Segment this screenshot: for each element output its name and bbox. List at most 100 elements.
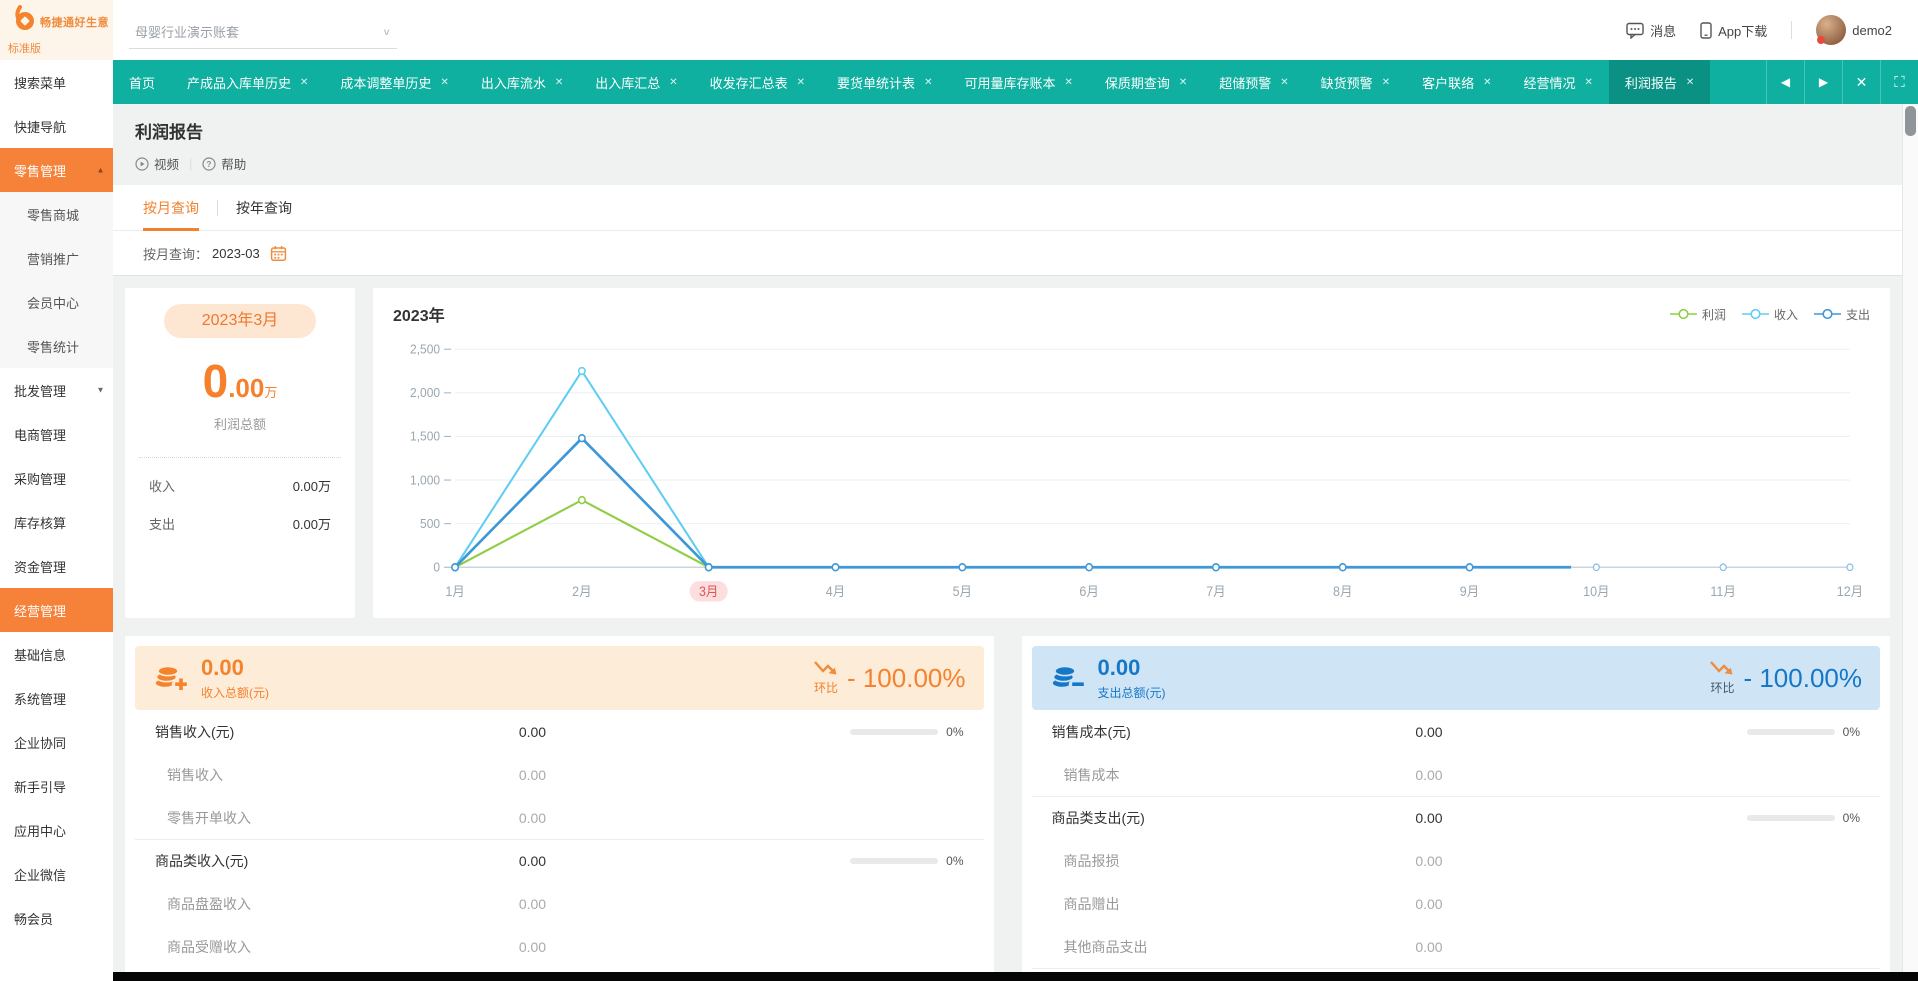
tab-monthly-query[interactable]: 按月查询 bbox=[143, 185, 199, 231]
tab-scroll-right-button[interactable]: ▶ bbox=[1804, 60, 1842, 104]
tab-close-icon[interactable]: ✕ bbox=[924, 76, 933, 88]
chart-title: 2023年 bbox=[393, 308, 445, 325]
user-menu[interactable]: demo2 bbox=[1816, 15, 1892, 45]
sidebar-item[interactable]: 企业微信 bbox=[0, 852, 113, 896]
stat-row-label: 销售成本 bbox=[1063, 766, 1120, 783]
svg-text:0: 0 bbox=[433, 560, 440, 574]
tab-yearly-query[interactable]: 按年查询 bbox=[236, 199, 292, 216]
brand-logo-icon bbox=[15, 5, 34, 30]
sidebar-item[interactable]: 营销推广 bbox=[0, 236, 113, 280]
stat-row: 销售成本 0.00 bbox=[1032, 753, 1881, 796]
sidebar-item[interactable]: 快捷导航 bbox=[0, 104, 113, 148]
sidebar-item[interactable]: 批发管理 ▼ bbox=[0, 368, 113, 412]
sidebar-item[interactable]: 零售管理 ▲ bbox=[0, 148, 113, 192]
tab-close-icon[interactable]: ✕ bbox=[1381, 76, 1391, 88]
date-filter-value[interactable]: 2023-03 bbox=[212, 245, 260, 261]
tab-item[interactable]: 出入库流水 ✕ bbox=[465, 60, 579, 104]
legend-label: 利润 bbox=[1701, 307, 1726, 322]
sidebar-item[interactable]: 会员中心 bbox=[0, 280, 113, 324]
top-bar-main: 母婴行业演示账套 ∨ 消息 App下载 bbox=[113, 0, 1918, 60]
help-link[interactable]: ? 帮助 bbox=[202, 154, 246, 173]
sidebar-item[interactable]: 库存核算 bbox=[0, 500, 113, 544]
tab-item[interactable]: 成本调整单历史 ✕ bbox=[324, 60, 464, 104]
meta-divider: | bbox=[189, 156, 193, 171]
tab-item[interactable]: 客户联络 ✕ bbox=[1406, 60, 1507, 104]
account-dropdown[interactable]: 母婴行业演示账套 ∨ bbox=[129, 15, 397, 49]
expense-total-value: 0.00 bbox=[1097, 655, 1141, 680]
tab-close-icon[interactable]: ✕ bbox=[1584, 76, 1593, 88]
tab-item[interactable]: 经营情况 ✕ bbox=[1507, 60, 1608, 104]
messages-button[interactable]: 消息 bbox=[1626, 21, 1676, 40]
video-link[interactable]: 视频 bbox=[135, 154, 179, 173]
legend-item[interactable]: 收入 bbox=[1741, 306, 1798, 323]
sidebar-item[interactable]: 采购管理 bbox=[0, 456, 113, 500]
income-total-label: 收入总额(元) bbox=[201, 686, 269, 700]
sidebar-item[interactable]: 零售商城 bbox=[0, 192, 113, 236]
tab-close-icon[interactable]: ✕ bbox=[300, 76, 309, 88]
tab-item[interactable]: 保质期查询 ✕ bbox=[1089, 60, 1203, 104]
tab-scroll-left-button[interactable]: ◀ bbox=[1766, 60, 1804, 104]
legend-item[interactable]: 支出 bbox=[1813, 306, 1870, 323]
tab-close-icon[interactable]: ✕ bbox=[1685, 76, 1695, 88]
svg-text:7月: 7月 bbox=[1206, 584, 1225, 599]
fullscreen-button[interactable]: ⛶ bbox=[1880, 60, 1918, 104]
bottom-edge-strip bbox=[113, 972, 1918, 981]
open-tabs: 首页 产成品入库单历史 ✕ 成本调整单历史 ✕ 出入库流水 ✕ 出入库汇总 ✕ 收发存汇总表 ✕ 要货… bbox=[113, 60, 1766, 104]
sidebar-item-label: 搜索菜单 bbox=[14, 75, 67, 91]
sidebar-item[interactable]: 畅会员 bbox=[0, 896, 113, 940]
stat-row: 商品报损 0.00 bbox=[1032, 839, 1881, 882]
tab-label: 保质期查询 bbox=[1104, 75, 1170, 91]
tab-close-icon[interactable]: ✕ bbox=[440, 76, 449, 88]
legend-item[interactable]: 利润 bbox=[1669, 306, 1726, 323]
app-download-button[interactable]: App下载 bbox=[1700, 21, 1767, 40]
tab-label: 首页 bbox=[129, 75, 156, 91]
tab-close-icon[interactable]: ✕ bbox=[669, 76, 678, 88]
tab-item[interactable]: 首页 bbox=[113, 60, 171, 104]
tab-close-icon[interactable]: ✕ bbox=[1483, 76, 1492, 88]
scrollbar-thumb[interactable] bbox=[1905, 106, 1916, 136]
progress: 0% bbox=[850, 854, 964, 868]
sidebar-item[interactable]: 系统管理 bbox=[0, 676, 113, 720]
sidebar-item[interactable]: 零售统计 bbox=[0, 324, 113, 368]
sidebar-item[interactable]: 经营管理 bbox=[0, 588, 113, 632]
sidebar-item[interactable]: 基础信息 bbox=[0, 632, 113, 676]
sidebar-item[interactable]: 企业协同 bbox=[0, 720, 113, 764]
tab-item[interactable]: 出入库汇总 ✕ bbox=[579, 60, 693, 104]
triangle-down-icon: ▼ bbox=[96, 385, 105, 395]
summary-income-row: 收入 0.00万 bbox=[125, 466, 355, 504]
vertical-scrollbar[interactable] bbox=[1902, 104, 1918, 981]
tab-close-icon[interactable]: ✕ bbox=[1064, 76, 1073, 88]
stat-row: 商品类支出(元) 0.00 0% bbox=[1031, 796, 1880, 839]
stat-row-value: 0.00 bbox=[1415, 810, 1443, 826]
sidebar-item[interactable]: 应用中心 bbox=[0, 808, 113, 852]
svg-text:1月: 1月 bbox=[445, 584, 464, 599]
sidebar-item-label: 企业微信 bbox=[14, 867, 67, 883]
video-label: 视频 bbox=[154, 158, 180, 172]
tab-active[interactable]: 利润报告 ✕ bbox=[1608, 60, 1711, 104]
sidebar-item[interactable]: 电商管理 bbox=[0, 412, 113, 456]
income-detail-card: 0.00 收入总额(元) 环比 - 100.00% bbox=[125, 636, 994, 981]
tab-item[interactable]: 缺货预警 ✕ bbox=[1305, 60, 1406, 104]
stat-row-value: 0.00 bbox=[518, 723, 547, 740]
tab-close-icon[interactable]: ✕ bbox=[1178, 76, 1188, 88]
avatar[interactable] bbox=[1816, 15, 1847, 45]
svg-text:8月: 8月 bbox=[1333, 584, 1352, 599]
income-mom-value: - 100.00% bbox=[846, 662, 966, 693]
expense-summary-banner: 0.00 支出总额(元) 环比 - 100.00% bbox=[1031, 646, 1880, 710]
tab-item[interactable]: 超储预警 ✕ bbox=[1203, 60, 1304, 104]
sidebar-item[interactable]: 搜索菜单 bbox=[0, 60, 113, 104]
tab-close-icon[interactable]: ✕ bbox=[1280, 76, 1289, 88]
tab-label: 利润报告 bbox=[1624, 75, 1677, 91]
close-all-tabs-button[interactable]: ✕ bbox=[1842, 60, 1880, 104]
tab-close-icon[interactable]: ✕ bbox=[796, 76, 806, 88]
calendar-icon[interactable] bbox=[270, 245, 287, 262]
tab-item[interactable]: 产成品入库单历史 ✕ bbox=[171, 60, 324, 104]
tab-item[interactable]: 可用量库存账本 ✕ bbox=[948, 60, 1088, 104]
tab-item[interactable]: 要货单统计表 ✕ bbox=[821, 60, 948, 104]
sidebar-item[interactable]: 资金管理 bbox=[0, 544, 113, 588]
app-logo[interactable]: 畅捷通好生意 标准版 bbox=[0, 0, 113, 60]
expense-mom-value: - 100.00% bbox=[1743, 662, 1862, 693]
tab-item[interactable]: 收发存汇总表 ✕ bbox=[694, 60, 821, 104]
sidebar-item[interactable]: 新手引导 bbox=[0, 764, 113, 808]
tab-close-icon[interactable]: ✕ bbox=[554, 76, 564, 88]
